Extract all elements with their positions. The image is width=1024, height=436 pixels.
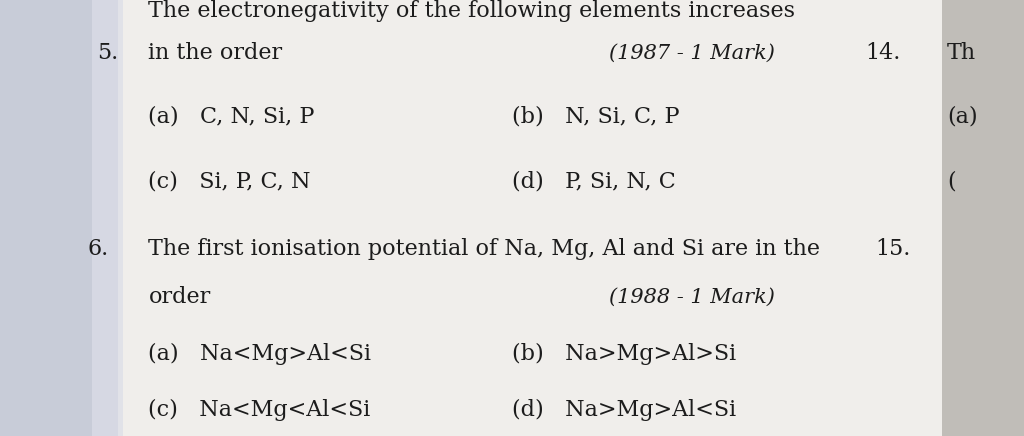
Text: order: order [148, 286, 211, 308]
Text: (d)   Na>Mg>Al<Si: (d) Na>Mg>Al<Si [512, 399, 736, 421]
Text: (1988 - 1 Mark): (1988 - 1 Mark) [609, 288, 775, 307]
Text: 14.: 14. [865, 42, 901, 64]
Text: The first ionisation potential of Na, Mg, Al and Si are in the: The first ionisation potential of Na, Mg… [148, 238, 820, 260]
Text: (a): (a) [947, 105, 978, 127]
Text: (: ( [947, 170, 955, 192]
Text: The electronegativity of the following elements increases: The electronegativity of the following e… [148, 0, 796, 22]
Text: 15.: 15. [876, 238, 911, 260]
FancyBboxPatch shape [942, 0, 1024, 436]
Text: 5.: 5. [97, 42, 119, 64]
Text: 6.: 6. [87, 238, 109, 260]
Text: (a)   C, N, Si, P: (a) C, N, Si, P [148, 105, 314, 127]
Text: (a)   Na<Mg>Al<Si: (a) Na<Mg>Al<Si [148, 343, 372, 364]
Text: (c)   Si, P, C, N: (c) Si, P, C, N [148, 170, 311, 192]
Text: (d)   P, Si, N, C: (d) P, Si, N, C [512, 170, 676, 192]
Text: (b)   Na>Mg>Al>Si: (b) Na>Mg>Al>Si [512, 343, 736, 364]
FancyBboxPatch shape [0, 0, 118, 436]
Text: (c)   Na<Mg<Al<Si: (c) Na<Mg<Al<Si [148, 399, 371, 421]
Text: in the order: in the order [148, 42, 283, 64]
FancyBboxPatch shape [92, 0, 123, 436]
Text: (1987 - 1 Mark): (1987 - 1 Mark) [609, 44, 775, 63]
Text: (b)   N, Si, C, P: (b) N, Si, C, P [512, 105, 680, 127]
Text: Th: Th [947, 42, 976, 64]
